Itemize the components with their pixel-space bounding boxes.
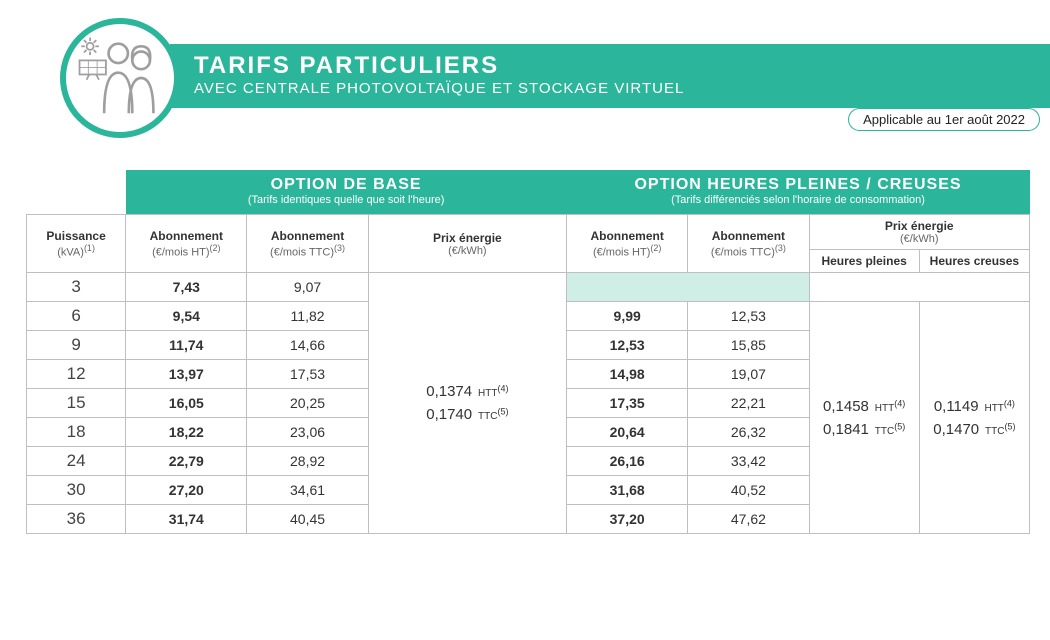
cell-base-ht: 13,97 [126,360,247,389]
page-subtitle: AVEC CENTRALE PHOTOVOLTAÏQUE ET STOCKAGE… [194,80,684,97]
option-hphc-title: OPTION HEURES PLEINES / CREUSES [573,176,1024,194]
col-hphc-prix: Prix énergie (€/kWh) [809,215,1029,250]
blank-corner [27,170,126,215]
cell-base-ttc: 34,61 [247,476,368,505]
cell-hphc-ttc: 22,21 [688,389,809,418]
tariff-rows: 3 7,43 9,07 0,1374 HTT(4) 0,1740 TTC(5) … [27,273,1030,534]
cell-hphc-ht: 9,99 [567,302,688,331]
cell-base-ht: 22,79 [126,447,247,476]
tariff-table: OPTION DE BASE (Tarifs identiques quelle… [26,170,1030,534]
cell-base-ht: 7,43 [126,273,247,302]
cell-hphc-ht: 17,35 [567,389,688,418]
applicable-date-text: Applicable au 1er août 2022 [863,112,1025,127]
cell-base-ttc: 23,06 [247,418,368,447]
option-hphc-sub: (Tarifs différenciés selon l'horaire de … [573,194,1024,206]
cell-hphc-price-blank [809,273,1029,302]
table-row: 3 7,43 9,07 0,1374 HTT(4) 0,1740 TTC(5) [27,273,1030,302]
cell-base-ttc: 40,45 [247,505,368,534]
cell-base-ht: 9,54 [126,302,247,331]
subheader-row-1: Puissance (kVA)(1) Abonnement (€/mois HT… [27,215,1030,250]
cell-hphc-ttc: 12,53 [688,302,809,331]
cell-base-ttc: 9,07 [247,273,368,302]
cell-kva: 24 [27,447,126,476]
cell-hphc-ht: 26,16 [567,447,688,476]
col-hp: Heures pleines [809,250,919,273]
cell-hphc-ttc: 19,07 [688,360,809,389]
option-base-sub: (Tarifs identiques quelle que soit l'heu… [132,194,561,206]
cell-kva: 15 [27,389,126,418]
col-hc: Heures creuses [919,250,1029,273]
option-base-header: OPTION DE BASE (Tarifs identiques quelle… [126,170,567,215]
cell-kva: 9 [27,331,126,360]
cell-hphc-na [567,273,809,302]
col-base-abht: Abonnement (€/mois HT)(2) [126,215,247,273]
title-banner: TARIFS PARTICULIERS AVEC CENTRALE PHOTOV… [170,44,1050,108]
cell-kva: 3 [27,273,126,302]
col-base-abttc: Abonnement (€/mois TTC)(3) [247,215,368,273]
col-hphc-abht: Abonnement (€/mois HT)(2) [567,215,688,273]
cell-kva: 30 [27,476,126,505]
cell-base-ht: 16,05 [126,389,247,418]
cell-kva: 6 [27,302,126,331]
cell-hphc-ht: 14,98 [567,360,688,389]
cell-base-ttc: 11,82 [247,302,368,331]
cell-hphc-ht: 12,53 [567,331,688,360]
cell-hp-price-merged: 0,1458 HTT(4) 0,1841 TTC(5) [809,302,919,534]
cell-kva: 18 [27,418,126,447]
cell-base-ttc: 14,66 [247,331,368,360]
col-puissance: Puissance (kVA)(1) [27,215,126,273]
applicable-date-badge: Applicable au 1er août 2022 [848,108,1040,131]
household-solar-svg [76,34,164,122]
cell-base-ttc: 20,25 [247,389,368,418]
col-base-prix: Prix énergie (€/kWh) [368,215,566,273]
header: TARIFS PARTICULIERS AVEC CENTRALE PHOTOV… [0,0,1050,130]
cell-hphc-ht: 37,20 [567,505,688,534]
household-solar-icon [60,18,180,138]
col-hphc-abttc: Abonnement (€/mois TTC)(3) [688,215,809,273]
cell-base-ttc: 28,92 [247,447,368,476]
cell-kva: 12 [27,360,126,389]
option-hphc-header: OPTION HEURES PLEINES / CREUSES (Tarifs … [567,170,1030,215]
cell-base-ht: 31,74 [126,505,247,534]
cell-base-ttc: 17,53 [247,360,368,389]
cell-base-ht: 18,22 [126,418,247,447]
cell-kva: 36 [27,505,126,534]
cell-hphc-ttc: 33,42 [688,447,809,476]
cell-hphc-ttc: 15,85 [688,331,809,360]
cell-hphc-ttc: 40,52 [688,476,809,505]
cell-base-price-merged: 0,1374 HTT(4) 0,1740 TTC(5) [368,273,566,534]
cell-hc-price-merged: 0,1149 HTT(4) 0,1470 TTC(5) [919,302,1029,534]
tariff-table-wrap: OPTION DE BASE (Tarifs identiques quelle… [26,170,1030,534]
page-title: TARIFS PARTICULIERS [194,52,499,79]
cell-hphc-ttc: 47,62 [688,505,809,534]
cell-hphc-ht: 20,64 [567,418,688,447]
options-header-row: OPTION DE BASE (Tarifs identiques quelle… [27,170,1030,215]
cell-hphc-ttc: 26,32 [688,418,809,447]
cell-hphc-ht: 31,68 [567,476,688,505]
cell-base-ht: 27,20 [126,476,247,505]
cell-base-ht: 11,74 [126,331,247,360]
option-base-title: OPTION DE BASE [132,176,561,194]
